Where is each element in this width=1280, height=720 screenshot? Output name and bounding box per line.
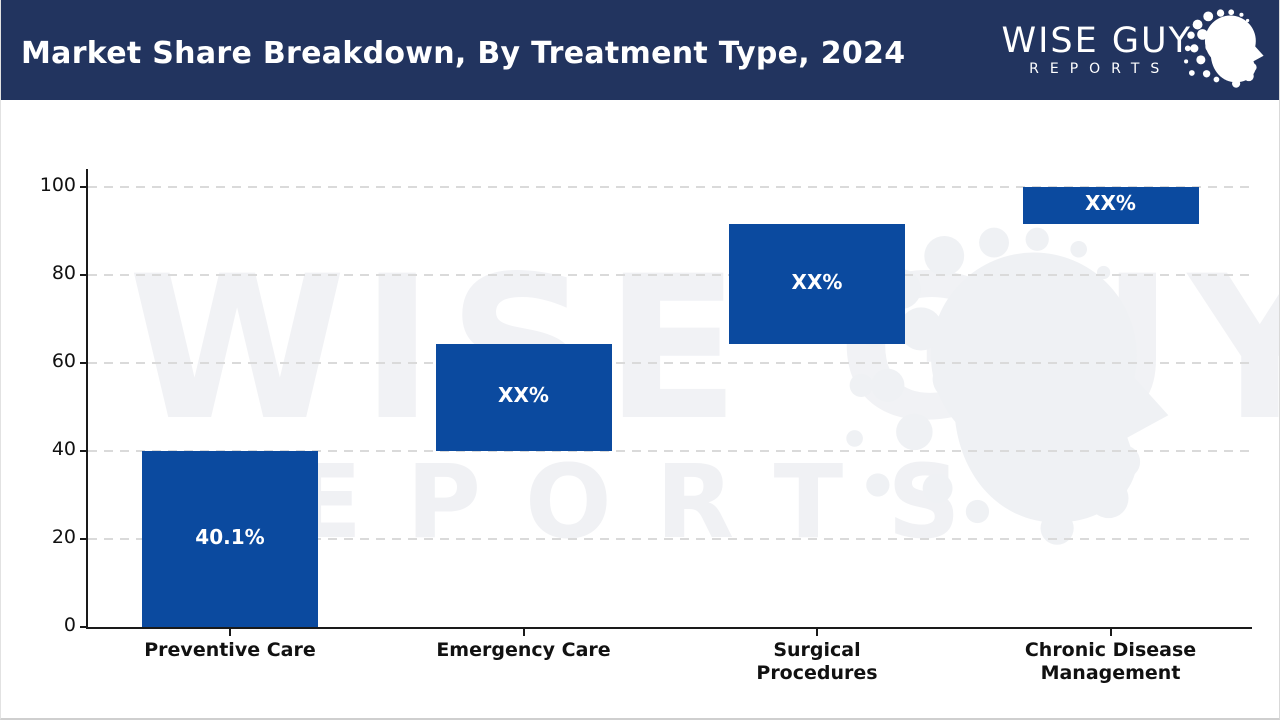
y-tick-mark-60 bbox=[80, 362, 88, 364]
x-tick-mark-2 bbox=[522, 629, 525, 636]
y-tick-mark-100 bbox=[80, 186, 88, 188]
y-tick-label-100: 100 bbox=[39, 174, 76, 196]
x-category-label-1: Preventive Care bbox=[144, 639, 316, 661]
brand-subtext: REPORTS bbox=[1029, 60, 1171, 77]
x-tick-mark-3 bbox=[816, 629, 818, 636]
brand-wordmark: WISE GUY bbox=[1001, 21, 1192, 62]
x-tick-mark-1 bbox=[229, 629, 231, 636]
y-tick-mark-20 bbox=[80, 538, 88, 540]
y-tick-label-40: 40 bbox=[51, 438, 76, 460]
bar-segment-2 bbox=[435, 343, 612, 451]
bar-value-label-3: XX% bbox=[791, 269, 843, 294]
bar-segment-4 bbox=[1022, 187, 1199, 224]
chart-area: WISE GUY REPORTS bbox=[0, 100, 1280, 718]
gridline-20 bbox=[88, 538, 1252, 540]
x-axis-line bbox=[86, 627, 1252, 629]
gridline-40 bbox=[88, 450, 1252, 452]
page-title: Market Share Breakdown, By Treatment Typ… bbox=[21, 36, 906, 71]
bar-value-label-2: XX% bbox=[498, 383, 549, 408]
y-tick-label-60: 60 bbox=[51, 350, 76, 372]
bar-value-label-1: 40.1% bbox=[195, 524, 265, 549]
bar-segment-1 bbox=[142, 450, 318, 627]
bar-segment-3 bbox=[729, 223, 905, 344]
y-tick-label-20: 20 bbox=[51, 526, 76, 548]
brand-head-icon bbox=[1182, 8, 1264, 92]
y-tick-label-80: 80 bbox=[51, 262, 76, 284]
gridline-80 bbox=[88, 274, 1252, 276]
x-tick-mark-4 bbox=[1109, 629, 1112, 636]
header-bar: Market Share Breakdown, By Treatment Typ… bbox=[0, 0, 1280, 100]
y-tick-label-0: 0 bbox=[63, 614, 76, 636]
y-tick-mark-0 bbox=[80, 626, 88, 628]
y-tick-mark-80 bbox=[80, 274, 88, 276]
brand-logo: WISE GUY REPORTS bbox=[1001, 7, 1264, 93]
x-category-label-4: Chronic Disease Management bbox=[1024, 639, 1197, 685]
x-category-label-3: Surgical Procedures bbox=[756, 639, 878, 685]
bar-value-label-4: XX% bbox=[1085, 191, 1136, 216]
gridline-60 bbox=[88, 362, 1252, 364]
y-tick-mark-40 bbox=[80, 450, 88, 452]
brand-logo-text: WISE GUY REPORTS bbox=[1001, 23, 1192, 77]
x-category-label-2: Emergency Care bbox=[436, 639, 611, 661]
y-axis-line bbox=[86, 169, 88, 629]
gridline-100 bbox=[88, 186, 1252, 188]
